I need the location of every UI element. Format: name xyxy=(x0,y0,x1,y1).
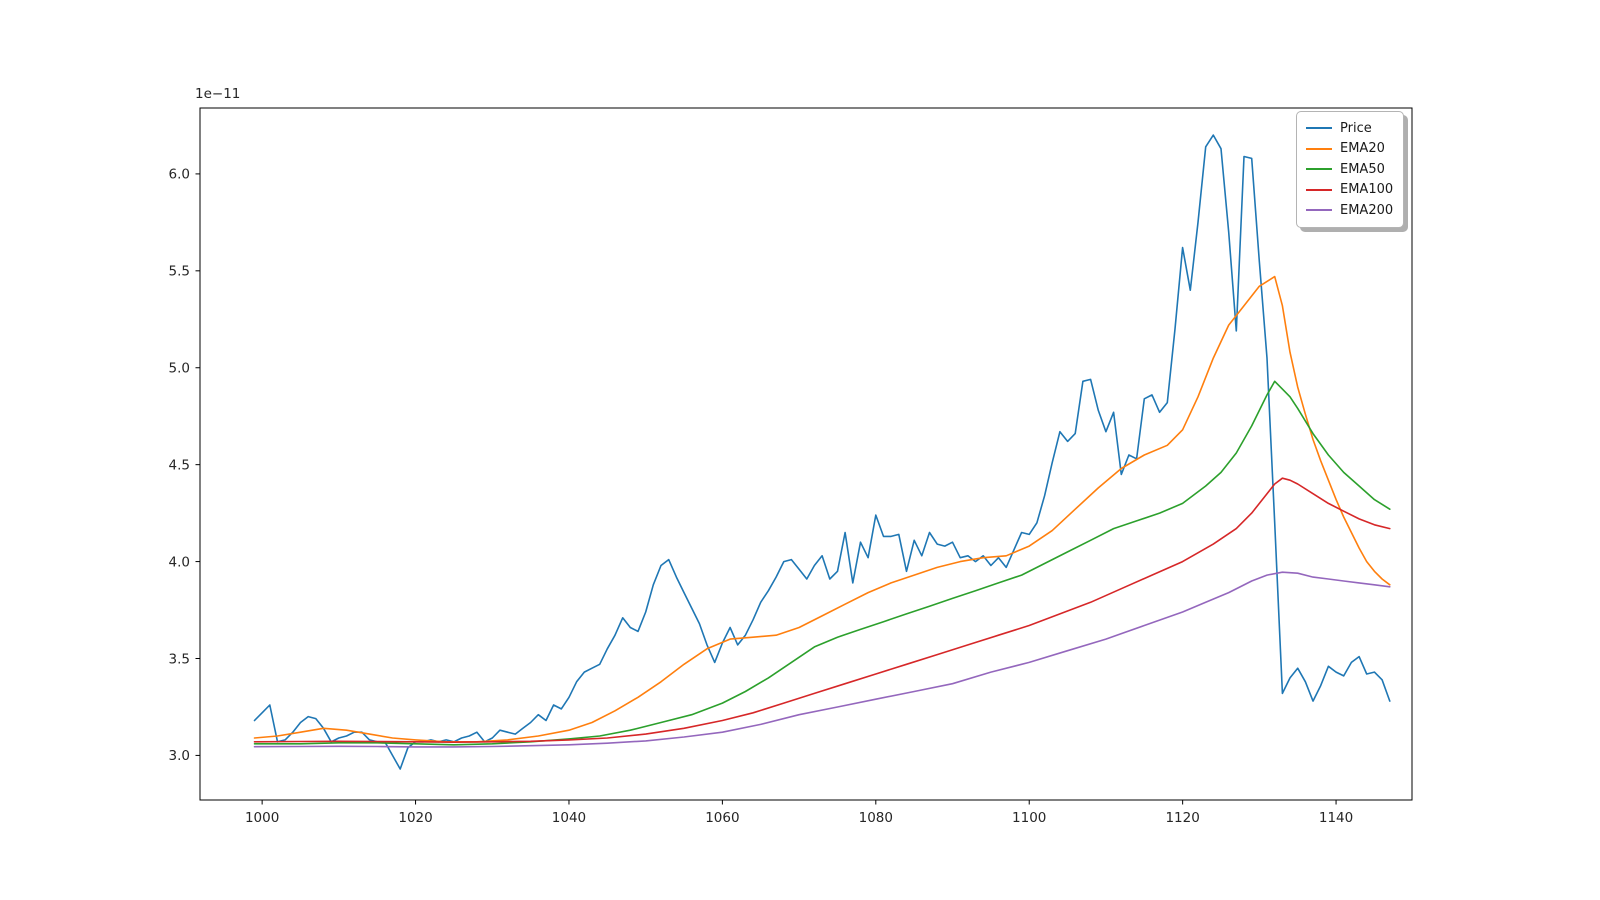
y-tick-label: 3.5 xyxy=(169,651,190,667)
legend-label: Price xyxy=(1340,120,1372,136)
x-tick-label: 1040 xyxy=(552,810,586,826)
y-tick-label: 6.0 xyxy=(169,167,190,183)
x-tick-label: 1000 xyxy=(245,810,279,826)
x-tick-label: 1140 xyxy=(1319,810,1353,826)
plot-frame xyxy=(199,107,1413,801)
y-axis: 3.0 3.5 4.0 4.5 5.0 5.5 6.0 xyxy=(169,167,200,764)
series-ema200-line xyxy=(253,571,1391,748)
legend-item-price: Price xyxy=(1306,118,1393,139)
legend-label: EMA20 xyxy=(1340,141,1385,157)
price-line-swatch xyxy=(1306,127,1332,130)
y-tick-label: 3.0 xyxy=(169,748,190,764)
y-tick-label: 4.5 xyxy=(169,457,190,473)
ema200-line-swatch xyxy=(1306,209,1332,212)
legend-label: EMA100 xyxy=(1340,182,1394,198)
x-tick-label: 1120 xyxy=(1165,810,1199,826)
x-tick-label: 1100 xyxy=(1012,810,1046,826)
x-tick-label: 1080 xyxy=(859,810,893,826)
series-ema50-line xyxy=(253,380,1391,746)
ema50-line-swatch xyxy=(1306,168,1332,171)
y-tick-label: 5.5 xyxy=(169,264,190,280)
axis-offset-label: 1e−11 xyxy=(195,86,241,102)
legend-label: EMA50 xyxy=(1340,161,1385,177)
series-ema100-line xyxy=(253,477,1391,744)
legend: Price EMA20 EMA50 EMA100 EMA200 xyxy=(1296,111,1405,228)
ema100-line-swatch xyxy=(1306,188,1332,191)
legend-item-ema20: EMA20 xyxy=(1306,139,1393,160)
legend-label: EMA200 xyxy=(1340,202,1394,218)
series-price-line xyxy=(253,134,1391,770)
ema20-line-swatch xyxy=(1306,147,1332,150)
y-tick-label: 5.0 xyxy=(169,361,190,377)
y-tick-label: 4.0 xyxy=(169,554,190,570)
legend-item-ema200: EMA200 xyxy=(1306,200,1393,221)
series-ema20-line xyxy=(253,275,1391,743)
x-tick-label: 1060 xyxy=(705,810,739,826)
legend-item-ema50: EMA50 xyxy=(1306,159,1393,180)
x-tick-label: 1020 xyxy=(398,810,432,826)
x-axis: 1000 1020 1040 1060 1080 1100 1120 1140 xyxy=(245,800,1353,826)
legend-item-ema100: EMA100 xyxy=(1306,180,1393,201)
